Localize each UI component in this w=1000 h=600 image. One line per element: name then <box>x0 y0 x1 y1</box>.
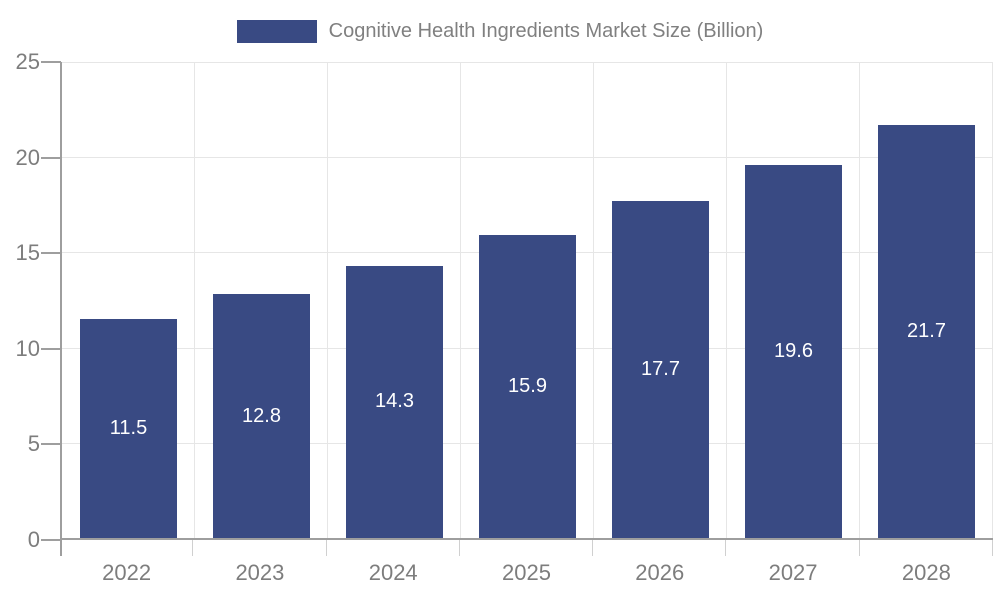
y-axis-tick-mark <box>41 443 61 446</box>
bar-2024: 14.3 <box>346 265 443 538</box>
y-axis-tick-label: 10 <box>15 335 40 361</box>
gridline-vertical <box>326 62 328 538</box>
legend-label: Cognitive Health Ingredients Market Size… <box>328 20 764 42</box>
bar-value-label: 21.7 <box>907 319 946 342</box>
bar-value-label: 11.5 <box>109 417 148 440</box>
bar-value-label: 15.9 <box>508 375 547 398</box>
y-axis-tick-extension <box>60 540 62 556</box>
gridline-horizontal <box>62 157 993 159</box>
x-axis-tick-mark <box>458 540 460 556</box>
x-axis-tick-label: 2028 <box>901 560 951 585</box>
plot-area: 11.5 12.8 14.3 15.9 17.7 19.6 21.7 <box>60 62 993 540</box>
x-axis-tick-mark <box>592 540 594 556</box>
y-axis-tick-mark <box>41 539 61 541</box>
gridline-vertical <box>726 62 727 538</box>
x-axis-tick-label: 2025 <box>502 560 551 585</box>
gridline-horizontal <box>62 62 993 63</box>
bar-2023: 12.8 <box>213 294 310 538</box>
gridline-vertical <box>992 62 993 538</box>
y-axis-tick-label: 0 <box>27 527 40 552</box>
bar-2025: 15.9 <box>479 235 576 538</box>
chart-legend: Cognitive Health Ingredients Market Size… <box>0 20 1000 43</box>
gridline-vertical <box>592 62 594 538</box>
bar-value-label: 19.6 <box>774 339 813 362</box>
bar-value-label: 12.8 <box>242 404 281 427</box>
bar-2027: 19.6 <box>745 164 842 538</box>
gridline-vertical <box>859 62 860 538</box>
bar-value-label: 14.3 <box>375 390 414 413</box>
x-axis-tick-mark <box>725 540 727 556</box>
bar-2022: 11.5 <box>79 319 177 538</box>
x-axis-tick-mark <box>192 540 194 556</box>
y-axis-tick-label: 25 <box>15 49 40 74</box>
x-axis-tick-label: 2022 <box>102 560 152 585</box>
bar-2026: 17.7 <box>612 201 709 538</box>
y-axis-tick-mark <box>41 252 61 255</box>
y-axis-tick-label: 5 <box>27 431 40 457</box>
gridline-vertical <box>193 62 195 538</box>
bar-2028: 21.7 <box>878 124 975 538</box>
gridline-vertical <box>460 62 461 538</box>
y-axis-tick-label: 15 <box>15 240 40 266</box>
y-axis-tick-mark <box>41 156 61 159</box>
x-axis-tick-mark <box>325 540 327 556</box>
x-axis-tick-label: 2027 <box>768 560 818 585</box>
x-axis-tick-mark <box>992 540 993 556</box>
x-axis-tick-label: 2024 <box>368 560 418 585</box>
legend-swatch <box>236 20 317 43</box>
y-axis-tick-mark <box>41 61 61 63</box>
x-axis-tick-label: 2026 <box>635 560 685 585</box>
x-axis-tick-label: 2023 <box>235 560 285 585</box>
y-axis-tick-label: 20 <box>15 144 40 170</box>
x-axis-tick-mark <box>858 540 860 556</box>
y-axis-tick-mark <box>41 347 61 350</box>
bar-value-label: 17.7 <box>641 358 680 380</box>
